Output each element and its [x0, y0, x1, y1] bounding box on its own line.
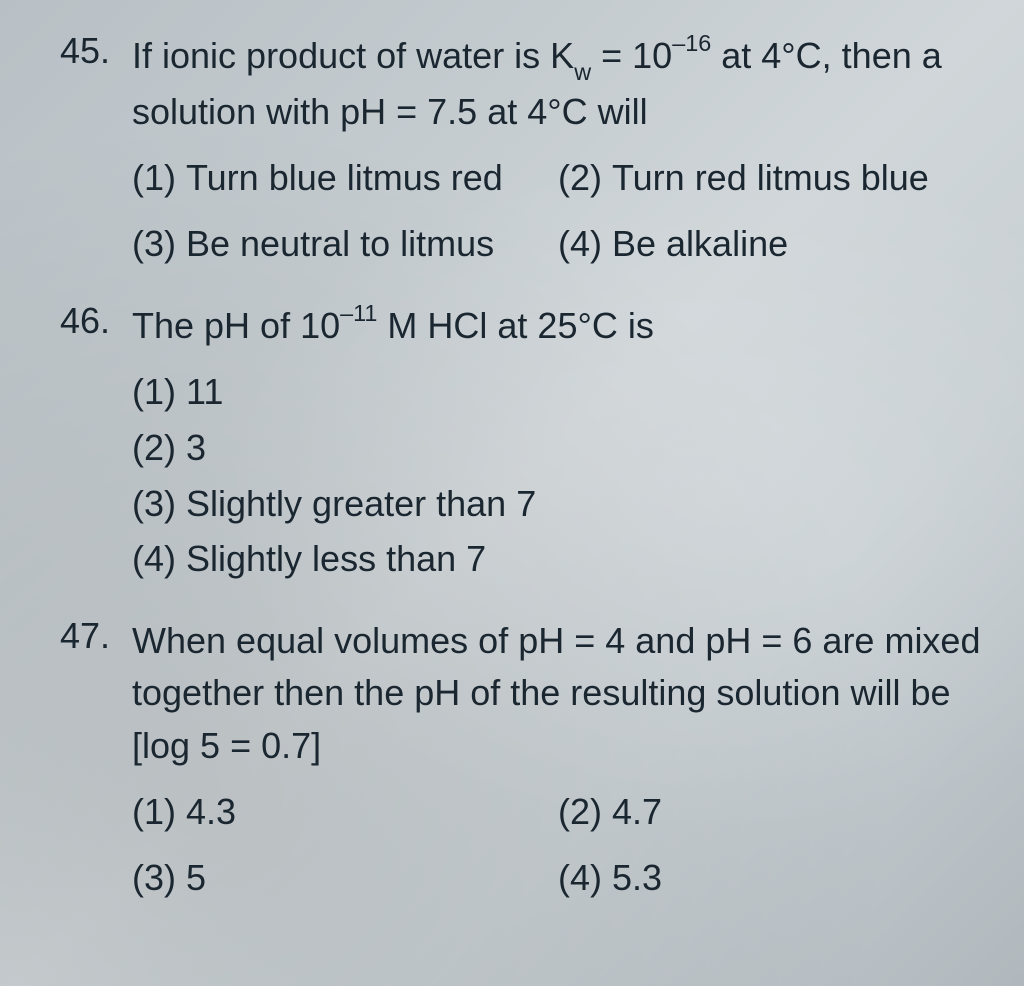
question-header: 45. If ionic product of water is Kw = 10…	[60, 30, 984, 138]
option-text: 11	[186, 364, 223, 420]
option-number: (4)	[132, 531, 176, 587]
question-number: 45.	[60, 30, 132, 72]
option-text: Be neutral to litmus	[186, 216, 494, 272]
text-part: = 10	[591, 35, 672, 76]
option-number: (2)	[558, 150, 602, 206]
option-number: (1)	[132, 784, 176, 840]
option-4: (4) Slightly less than 7	[132, 531, 984, 587]
text-part: The pH of 10	[132, 305, 340, 346]
option-3: (3) Slightly greater than 7	[132, 476, 984, 532]
option-4: (4) 5.3	[558, 850, 984, 906]
option-text: Slightly less than 7	[186, 531, 486, 587]
question-header: 46. The pH of 10–11 M HCl at 25°C is	[60, 300, 984, 352]
option-number: (3)	[132, 476, 176, 532]
question-text: When equal volumes of pH = 4 and pH = 6 …	[132, 615, 984, 772]
option-number: (1)	[132, 364, 176, 420]
options-container: (1) 11 (2) 3 (3) Slightly greater than 7…	[132, 364, 984, 587]
option-1: (1) 11	[132, 364, 984, 420]
option-number: (2)	[558, 784, 602, 840]
question-46: 46. The pH of 10–11 M HCl at 25°C is (1)…	[60, 300, 984, 587]
question-45: 45. If ionic product of water is Kw = 10…	[60, 30, 984, 272]
option-3: (3) 5	[132, 850, 558, 906]
option-number: (3)	[132, 850, 176, 906]
option-text: 3	[186, 420, 206, 476]
text-part: If ionic product of water is K	[132, 35, 574, 76]
question-text: If ionic product of water is Kw = 10–16 …	[132, 30, 984, 138]
option-text: 5.3	[612, 850, 662, 906]
options-container: (1) Turn blue litmus red (2) Turn red li…	[132, 150, 984, 272]
option-number: (4)	[558, 216, 602, 272]
option-text: Turn red litmus blue	[612, 150, 929, 206]
question-text: The pH of 10–11 M HCl at 25°C is	[132, 300, 984, 352]
option-4: (4) Be alkaline	[558, 216, 984, 272]
option-number: (4)	[558, 850, 602, 906]
subscript: w	[574, 59, 591, 85]
option-2: (2) 3	[132, 420, 984, 476]
option-2: (2) Turn red litmus blue	[558, 150, 984, 206]
option-2: (2) 4.7	[558, 784, 984, 840]
question-header: 47. When equal volumes of pH = 4 and pH …	[60, 615, 984, 772]
options-container: (1) 4.3 (2) 4.7 (3) 5 (4) 5.3	[132, 784, 984, 906]
option-text: 5	[186, 850, 206, 906]
option-1: (1) 4.3	[132, 784, 558, 840]
option-1: (1) Turn blue litmus red	[132, 150, 558, 206]
text-part: When equal volumes of pH = 4 and pH = 6 …	[132, 620, 980, 765]
option-number: (2)	[132, 420, 176, 476]
superscript: –11	[340, 300, 377, 326]
option-text: Slightly greater than 7	[186, 476, 536, 532]
superscript: –16	[672, 30, 711, 56]
option-text: Be alkaline	[612, 216, 788, 272]
question-number: 46.	[60, 300, 132, 342]
option-number: (3)	[132, 216, 176, 272]
option-number: (1)	[132, 150, 176, 206]
option-3: (3) Be neutral to litmus	[132, 216, 558, 272]
option-text: Turn blue litmus red	[186, 150, 503, 206]
question-number: 47.	[60, 615, 132, 657]
question-47: 47. When equal volumes of pH = 4 and pH …	[60, 615, 984, 905]
text-part: M HCl at 25°C is	[377, 305, 653, 346]
option-text: 4.7	[612, 784, 662, 840]
option-text: 4.3	[186, 784, 236, 840]
